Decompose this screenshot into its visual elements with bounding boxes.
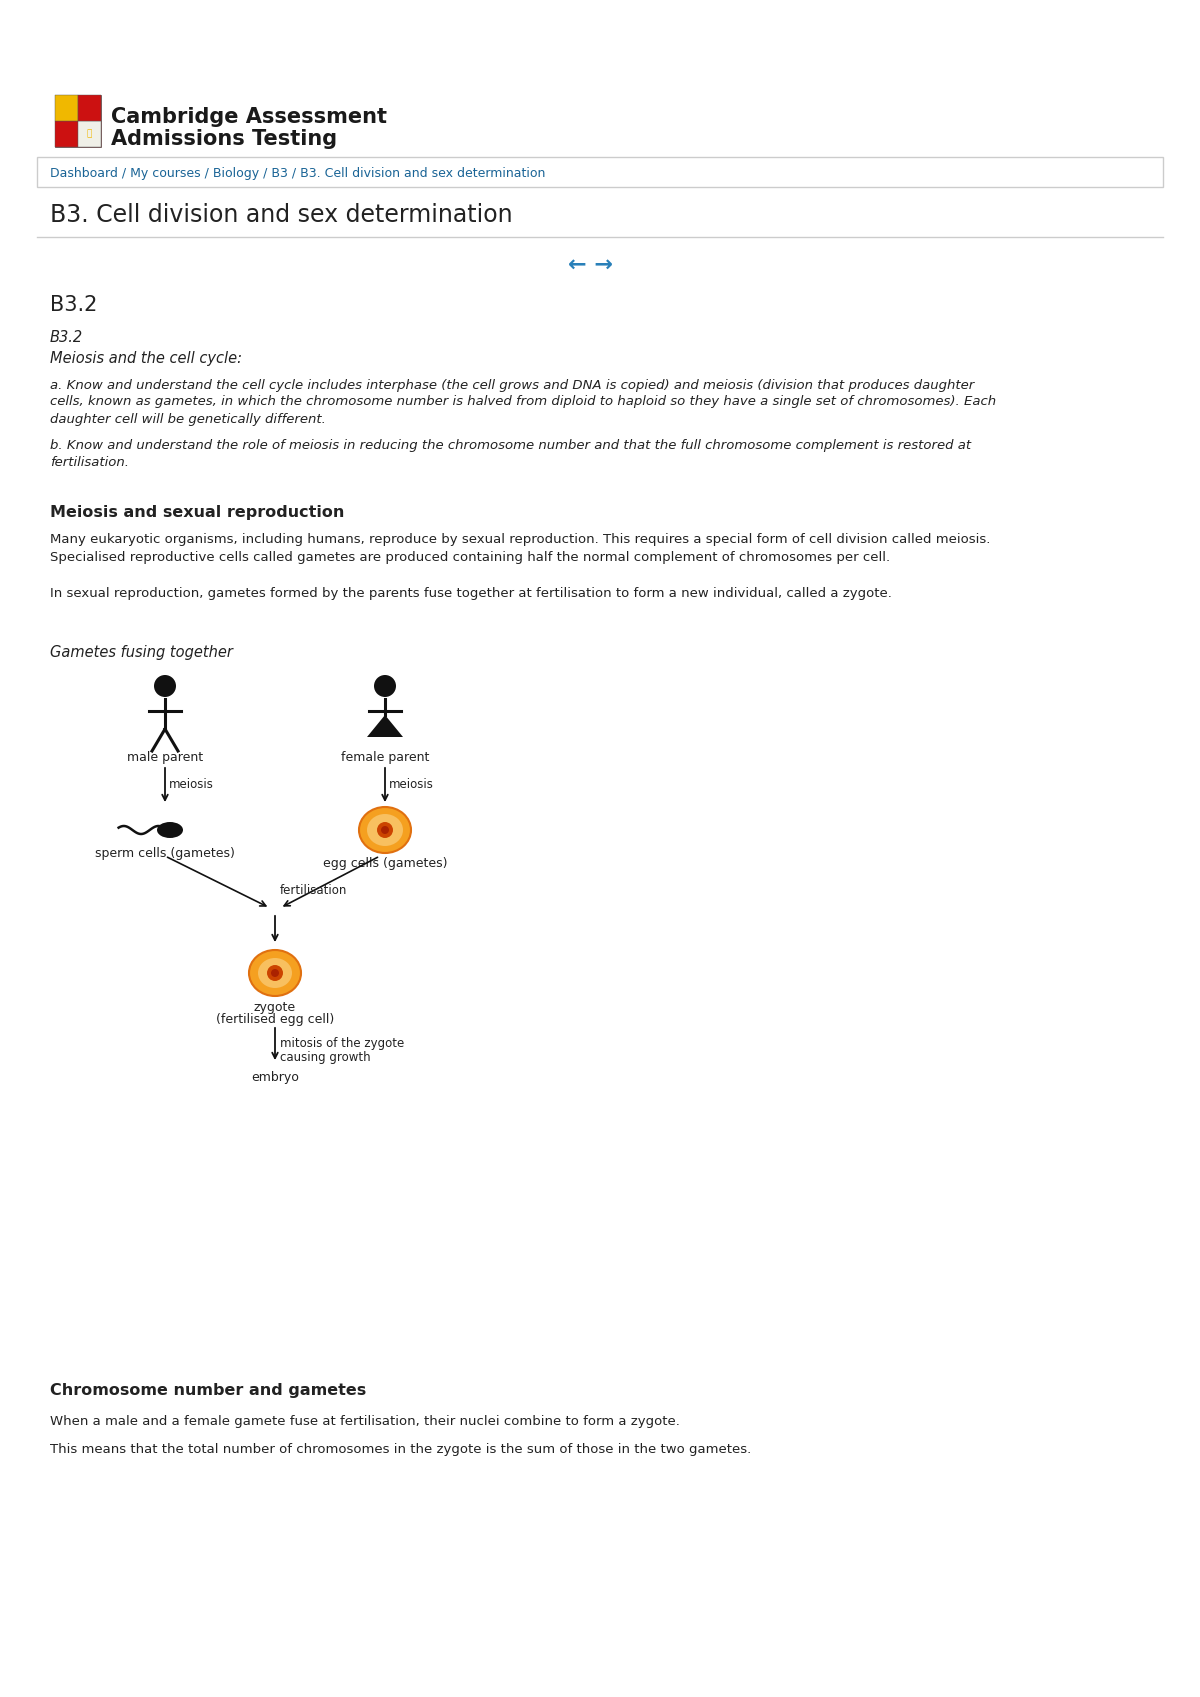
Text: Gametes fusing together: Gametes fusing together [50,645,233,660]
Ellipse shape [157,821,182,838]
Circle shape [382,826,389,833]
Text: meiosis: meiosis [389,779,434,791]
Text: 𝖘: 𝖘 [64,104,68,112]
Text: 𝖘: 𝖘 [86,129,91,139]
Circle shape [266,966,283,981]
Ellipse shape [250,950,301,996]
FancyBboxPatch shape [37,158,1163,187]
Text: zygote: zygote [254,1001,296,1013]
Text: causing growth: causing growth [280,1050,371,1064]
Text: fertilisation.: fertilisation. [50,455,130,468]
Text: B3. Cell division and sex determination: B3. Cell division and sex determination [50,204,512,227]
Ellipse shape [258,959,292,988]
FancyBboxPatch shape [55,120,78,148]
FancyBboxPatch shape [55,95,101,148]
Text: a. Know and understand the cell cycle includes interphase (the cell grows and DN: a. Know and understand the cell cycle in… [50,378,974,392]
Text: Cambridge Assessment: Cambridge Assessment [112,107,386,127]
Text: 𝖘: 𝖘 [86,104,91,112]
Ellipse shape [359,808,410,854]
Text: embryo: embryo [251,1071,299,1084]
Text: meiosis: meiosis [169,779,214,791]
Circle shape [271,969,278,977]
Text: egg cells (gametes): egg cells (gametes) [323,857,448,871]
Text: Dashboard / My courses / Biology / B3 / B3. Cell division and sex determination: Dashboard / My courses / Biology / B3 / … [50,168,545,180]
FancyBboxPatch shape [78,120,101,148]
Text: Many eukaryotic organisms, including humans, reproduce by sexual reproduction. T: Many eukaryotic organisms, including hum… [50,533,990,546]
Text: Chromosome number and gametes: Chromosome number and gametes [50,1383,366,1398]
Text: (fertilised egg cell): (fertilised egg cell) [216,1013,334,1027]
Polygon shape [367,714,403,736]
Text: daughter cell will be genetically different.: daughter cell will be genetically differ… [50,412,326,426]
Text: In sexual reproduction, gametes formed by the parents fuse together at fertilisa: In sexual reproduction, gametes formed b… [50,587,892,601]
Circle shape [377,821,394,838]
Text: B3.2: B3.2 [50,295,97,316]
Text: Admissions Testing: Admissions Testing [112,129,337,149]
Text: Meiosis and the cell cycle:: Meiosis and the cell cycle: [50,351,242,365]
Text: mitosis of the zygote: mitosis of the zygote [280,1037,404,1049]
Circle shape [374,675,396,697]
Text: b. Know and understand the role of meiosis in reducing the chromosome number and: b. Know and understand the role of meios… [50,438,971,451]
Text: Meiosis and sexual reproduction: Meiosis and sexual reproduction [50,506,344,521]
Text: Specialised reproductive cells called gametes are produced containing half the n: Specialised reproductive cells called ga… [50,550,890,563]
Ellipse shape [367,815,403,847]
Text: sperm cells (gametes): sperm cells (gametes) [95,847,235,860]
FancyBboxPatch shape [55,95,78,120]
Text: fertilisation: fertilisation [280,884,347,896]
Text: ← →: ← → [568,255,612,275]
Text: When a male and a female gamete fuse at fertilisation, their nuclei combine to f: When a male and a female gamete fuse at … [50,1415,680,1429]
Text: B3.2: B3.2 [50,331,83,346]
Text: female parent: female parent [341,750,430,764]
Text: 𝖘: 𝖘 [64,129,68,139]
Text: This means that the total number of chromosomes in the zygote is the sum of thos: This means that the total number of chro… [50,1444,751,1456]
FancyBboxPatch shape [78,95,101,120]
Circle shape [154,675,176,697]
Text: cells, known as gametes, in which the chromosome number is halved from diploid t: cells, known as gametes, in which the ch… [50,395,996,409]
Text: male parent: male parent [127,750,203,764]
